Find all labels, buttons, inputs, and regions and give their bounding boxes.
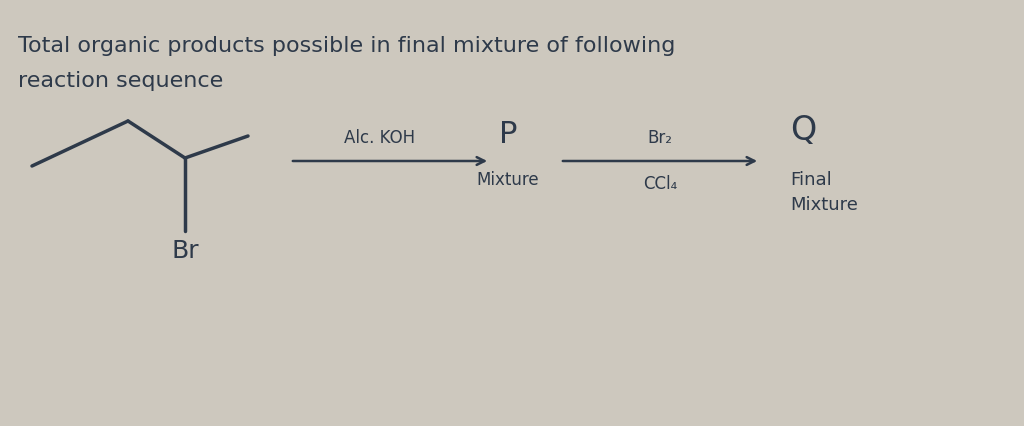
Text: reaction sequence: reaction sequence — [18, 71, 223, 91]
Text: Final: Final — [790, 171, 831, 189]
Text: Br₂: Br₂ — [647, 129, 673, 147]
Text: Alc. KOH: Alc. KOH — [344, 129, 416, 147]
Text: Q: Q — [790, 114, 816, 147]
Text: Total organic products possible in final mixture of following: Total organic products possible in final… — [18, 36, 676, 56]
Text: Br: Br — [171, 239, 199, 263]
Text: CCl₄: CCl₄ — [643, 175, 677, 193]
Text: Mixture: Mixture — [477, 171, 540, 189]
Text: P: P — [499, 120, 517, 149]
Text: Mixture: Mixture — [790, 196, 858, 214]
